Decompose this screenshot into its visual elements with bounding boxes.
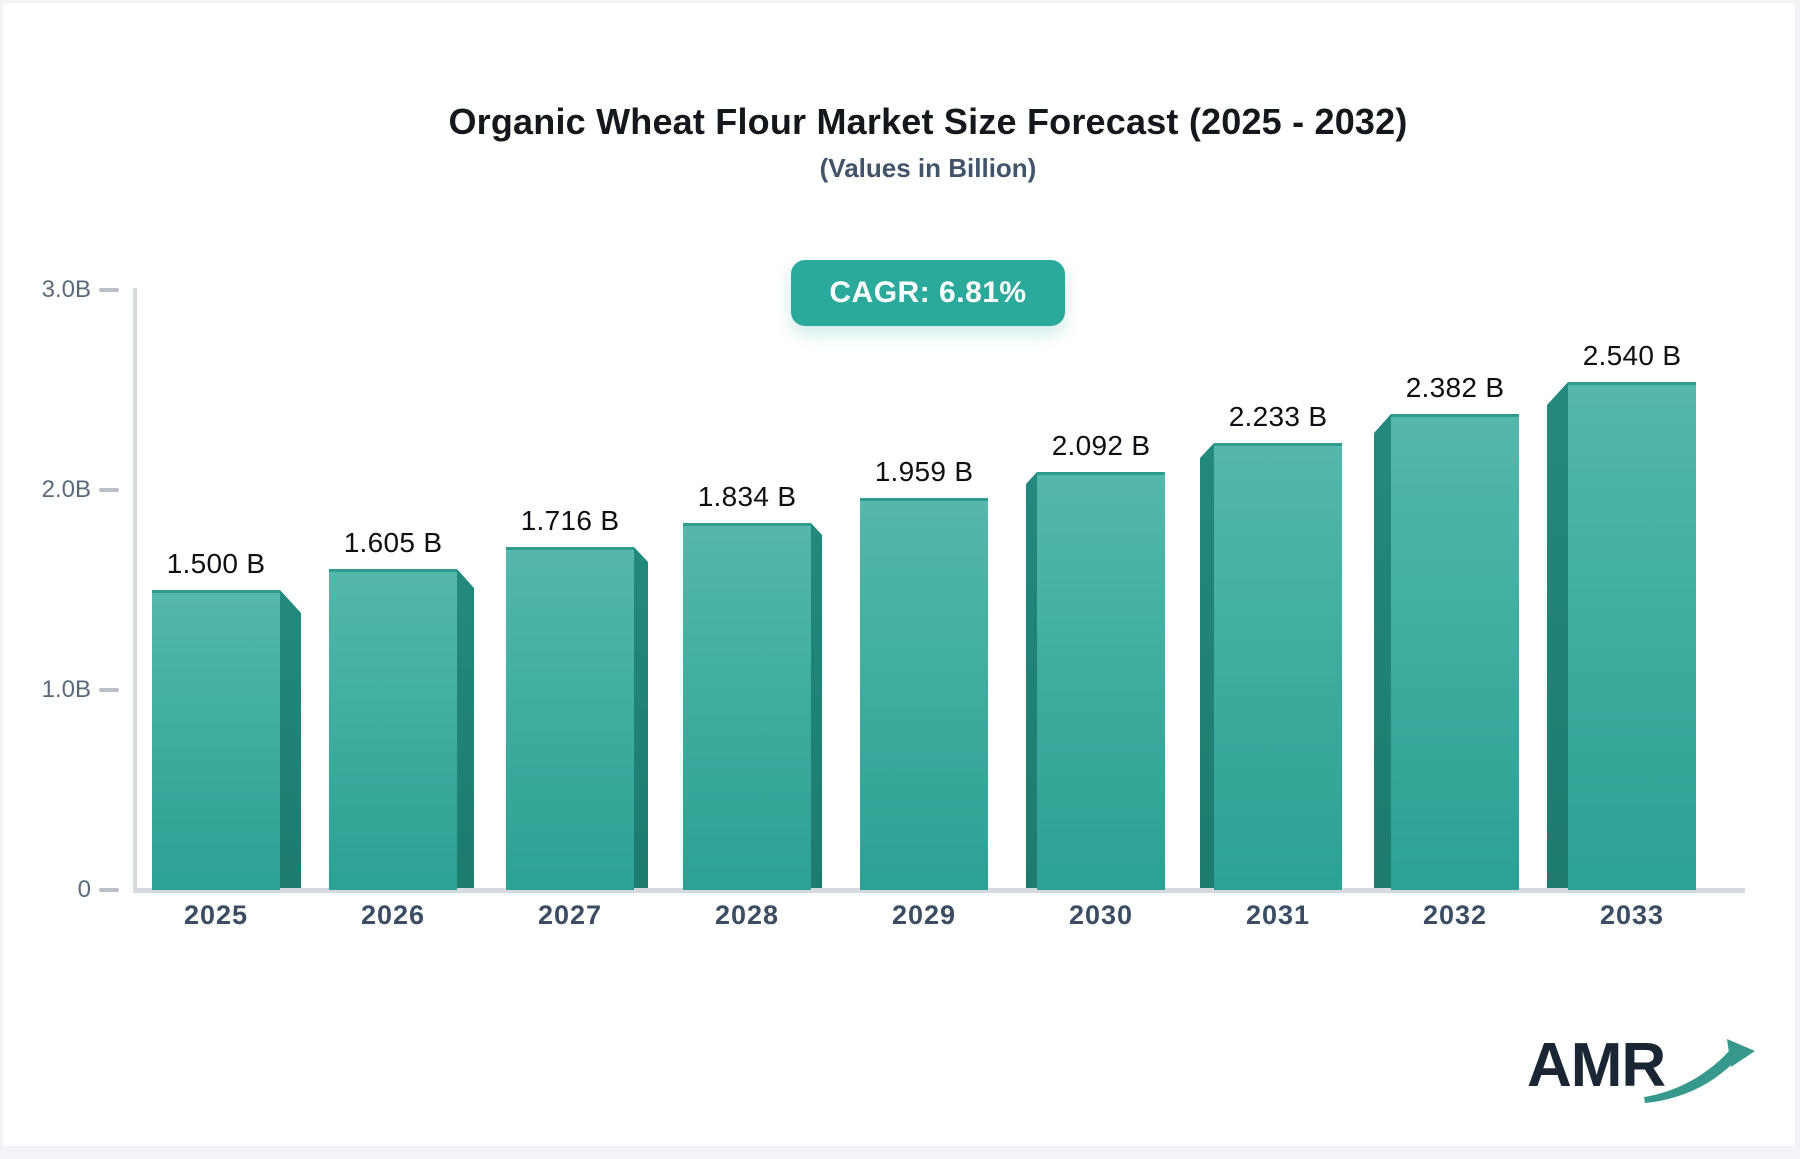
bar-value-label: 2.540 B: [1582, 340, 1682, 371]
bar-side-face: [634, 547, 648, 888]
bar: [1568, 382, 1696, 890]
x-tick-label: 2030: [1068, 900, 1134, 930]
y-tick-label: 1.0B: [41, 676, 91, 703]
x-tick-label: 2025: [183, 900, 249, 930]
y-axis-tick: [99, 688, 119, 692]
bar-chart: Organic Wheat Flour Market Size Forecast…: [3, 3, 1800, 1159]
bar-side-face: [1026, 472, 1037, 888]
x-tick-label: 2028: [714, 900, 780, 930]
x-tick-label: 2026: [360, 900, 426, 930]
x-axis-line: [133, 888, 1745, 893]
bar: [1214, 443, 1342, 890]
bar-value-label: 2.382 B: [1405, 372, 1505, 403]
growth-arrow-icon: [1644, 1039, 1755, 1103]
bar: [329, 569, 457, 890]
bar-value-label: 1.834 B: [697, 481, 797, 512]
y-axis-tick: [99, 888, 119, 892]
x-tick-label: 2029: [891, 900, 957, 930]
bar-side-face: [1547, 382, 1568, 888]
bar-value-label: 2.092 B: [1051, 430, 1151, 461]
y-axis-tick: [99, 288, 119, 292]
x-tick-label: 2032: [1422, 900, 1488, 930]
bar-side-face: [1200, 443, 1214, 888]
bar-value-label: 1.605 B: [343, 527, 443, 558]
bar-side-face: [811, 523, 822, 888]
bar: [506, 547, 634, 890]
x-tick-label: 2027: [537, 900, 603, 930]
bar-value-label: 1.959 B: [874, 456, 974, 487]
brand-logo: AMR: [1527, 1031, 1755, 1121]
y-tick-label: 0: [77, 876, 91, 903]
x-tick-label: 2033: [1599, 900, 1665, 930]
bar: [152, 590, 280, 890]
x-tick-label: 2031: [1245, 900, 1311, 930]
bar-value-label: 1.716 B: [520, 505, 620, 536]
y-axis-tick: [99, 488, 119, 492]
logo-text: AMR: [1527, 1031, 1666, 1100]
y-tick-label: 2.0B: [41, 476, 91, 503]
chart-subtitle: (Values in Billion): [819, 153, 1037, 183]
bar: [1037, 472, 1165, 890]
bar: [1391, 414, 1519, 890]
bar-side-face: [280, 590, 301, 888]
cagr-badge: CAGR: 6.81%: [791, 260, 1065, 326]
y-axis-line: [133, 288, 137, 890]
bar: [860, 498, 988, 890]
bar: [683, 523, 811, 890]
bar-side-face: [1374, 414, 1391, 888]
chart-title: Organic Wheat Flour Market Size Forecast…: [448, 101, 1408, 142]
y-tick-label: 3.0B: [41, 276, 91, 303]
bar-value-label: 2.233 B: [1228, 401, 1328, 432]
bar-value-label: 1.500 B: [166, 548, 266, 579]
bar-side-face: [457, 569, 474, 888]
